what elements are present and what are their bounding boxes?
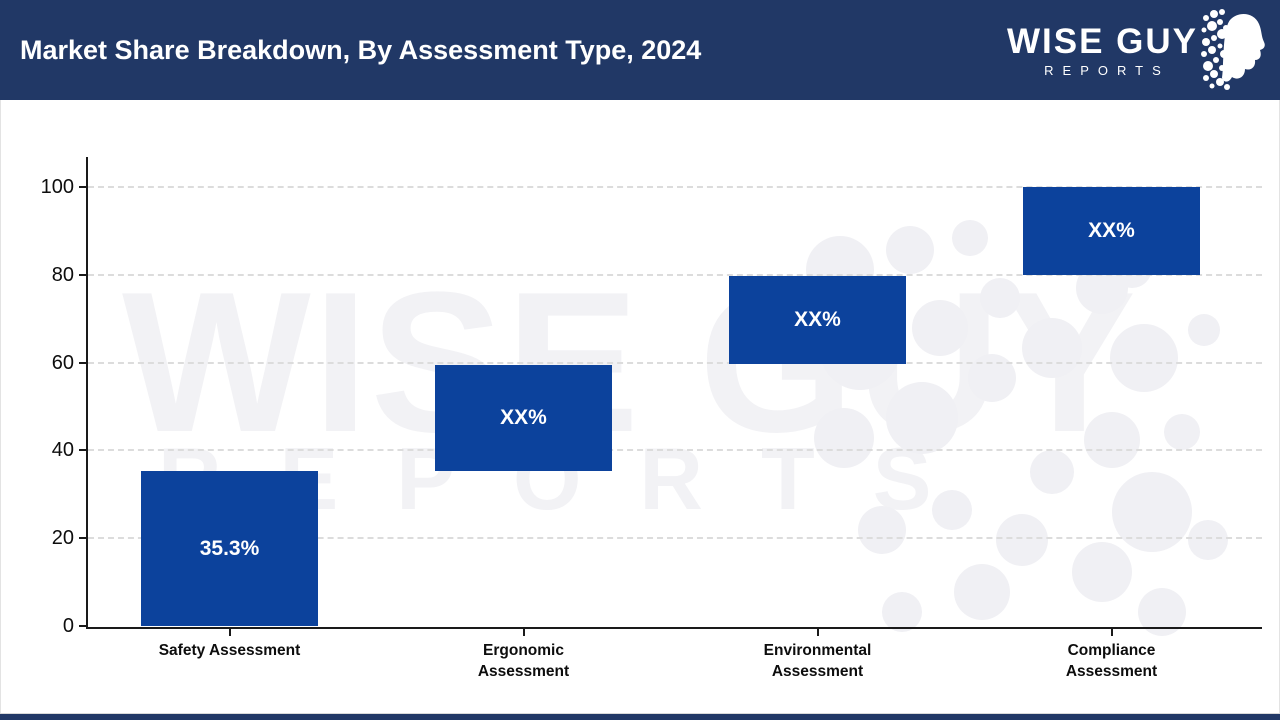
bar-value-label-1: 35.3% — [199, 536, 260, 560]
y-tick-label-100: 100 — [40, 176, 74, 198]
footer-hairline — [0, 713, 1280, 714]
bar-2: XX% — [435, 364, 612, 472]
logo-text: WISE GUY REPORTS — [1006, 21, 1198, 78]
y-axis-line — [86, 157, 88, 629]
x-category-label-2: Ergonomic Assessment — [477, 642, 570, 680]
y-tick-20 — [79, 537, 87, 540]
logo-head-icon — [1201, 9, 1265, 90]
gridline-40 — [88, 449, 1262, 452]
x-tick-3 — [816, 629, 819, 636]
gridline-60 — [88, 361, 1262, 364]
chart-title: Market Share Breakdown, By Assessment Ty… — [20, 35, 702, 65]
y-tick-label-0: 0 — [62, 615, 74, 637]
x-tick-4 — [1110, 629, 1113, 636]
logo-wiseguy-text: WISE GUY — [1006, 21, 1198, 61]
y-tick-100 — [79, 186, 87, 188]
x-category-label-1: Safety Assessment — [158, 642, 301, 659]
y-tick-label-60: 60 — [51, 351, 74, 374]
x-tick-2 — [522, 629, 525, 636]
y-tick-label-40: 40 — [51, 439, 74, 462]
x-category-label-3: Environmental Assessment — [763, 642, 872, 680]
y-tick-label-80: 80 — [51, 263, 74, 286]
header-bar: Market Share Breakdown, By Assessment Ty… — [0, 0, 1280, 100]
y-tick-label-20: 20 — [51, 527, 74, 550]
x-axis-line — [86, 627, 1262, 629]
x-category-label-4: Compliance Assessment — [1065, 642, 1158, 680]
logo: WISE GUY REPORTS — [1007, 8, 1266, 92]
gridline-80 — [88, 273, 1262, 276]
footer-bar — [0, 714, 1280, 720]
bar-3: XX% — [729, 275, 906, 365]
bar-4: XX% — [1023, 187, 1200, 276]
y-tick-0 — [79, 625, 87, 627]
x-tick-1 — [228, 629, 231, 636]
logo-reports-text: REPORTS — [1044, 62, 1170, 78]
bar-value-label-4: XX% — [1088, 219, 1135, 243]
gridline-20 — [88, 537, 1262, 540]
bar-value-label-2: XX% — [500, 405, 547, 429]
y-tick-60 — [79, 361, 87, 364]
bar-1: 35.3% — [141, 471, 318, 626]
gridline-100 — [88, 186, 1262, 188]
y-tick-40 — [79, 449, 87, 452]
bar-value-label-3: XX% — [794, 308, 841, 331]
y-tick-80 — [79, 273, 87, 276]
